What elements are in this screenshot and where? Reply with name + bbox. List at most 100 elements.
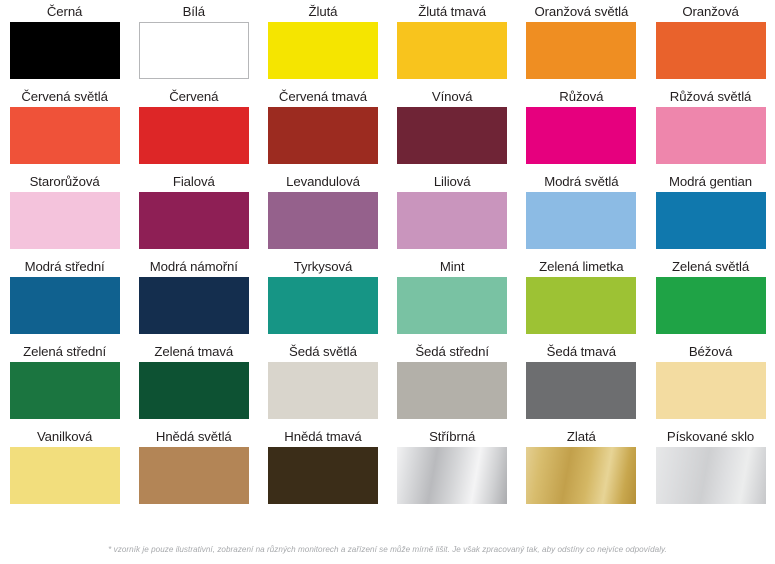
swatch-label: Šedá tmavá — [546, 344, 617, 359]
swatch-color-chip[interactable] — [9, 107, 120, 164]
swatch-label: Červená — [169, 89, 219, 104]
swatch-label: Zelená tmavá — [154, 344, 234, 359]
swatch-label: Vínová — [431, 89, 473, 104]
swatch-label: Zelená světlá — [671, 259, 750, 274]
swatch-cell[interactable]: Růžová — [517, 87, 646, 172]
swatch-cell[interactable]: Žlutá tmavá — [388, 2, 517, 87]
swatch-cell[interactable]: Červená — [129, 87, 258, 172]
swatch-color-chip[interactable] — [9, 277, 120, 334]
swatch-cell[interactable]: Modrá námořní — [129, 257, 258, 342]
swatch-cell[interactable]: Šedá střední — [388, 342, 517, 427]
swatch-label: Žlutá tmavá — [418, 4, 487, 19]
swatch-color-chip[interactable] — [138, 447, 249, 504]
swatch-cell[interactable]: Šedá tmavá — [517, 342, 646, 427]
swatch-cell[interactable]: Liliová — [388, 172, 517, 257]
swatch-label: Hnědá tmavá — [284, 429, 362, 444]
swatch-cell[interactable]: Černá — [0, 2, 129, 87]
swatch-color-chip[interactable] — [9, 192, 120, 249]
swatch-color-chip[interactable] — [397, 107, 508, 164]
swatch-cell[interactable]: Tyrkysová — [258, 257, 387, 342]
footer-disclaimer: * vzorník je pouze ilustrativní, zobraze… — [108, 545, 667, 554]
swatch-cell[interactable]: Zelená střední — [0, 342, 129, 427]
swatch-color-chip[interactable] — [397, 447, 508, 504]
swatch-cell[interactable]: Fialová — [129, 172, 258, 257]
swatch-color-chip[interactable] — [267, 107, 378, 164]
swatch-label: Červená světlá — [21, 89, 108, 104]
swatch-cell[interactable]: Růžová světlá — [646, 87, 775, 172]
swatch-cell[interactable]: Vanilková — [0, 427, 129, 512]
swatch-color-chip[interactable] — [526, 447, 637, 504]
swatch-cell[interactable]: Mint — [388, 257, 517, 342]
swatch-color-chip[interactable] — [138, 362, 249, 419]
swatch-cell[interactable]: Béžová — [646, 342, 775, 427]
swatch-cell[interactable]: Modrá gentian — [646, 172, 775, 257]
swatch-label: Oranžová — [682, 4, 739, 19]
swatch-cell[interactable]: Šedá světlá — [258, 342, 387, 427]
swatch-label: Modrá střední — [24, 259, 105, 274]
swatch-label: Růžová — [559, 89, 604, 104]
swatch-cell[interactable]: Zelená světlá — [646, 257, 775, 342]
swatch-cell[interactable]: Stříbrná — [388, 427, 517, 512]
swatch-label: Stříbrná — [429, 429, 476, 444]
swatch-color-chip[interactable] — [397, 192, 508, 249]
swatch-label: Levandulová — [286, 174, 360, 189]
swatch-cell[interactable]: Modrá světlá — [517, 172, 646, 257]
swatch-cell[interactable]: Oranžová světlá — [517, 2, 646, 87]
swatch-color-chip[interactable] — [267, 22, 378, 79]
swatch-color-chip[interactable] — [267, 277, 378, 334]
swatch-cell[interactable]: Zlatá — [517, 427, 646, 512]
swatch-label: Zelená limetka — [539, 259, 624, 274]
swatch-color-chip[interactable] — [267, 192, 378, 249]
swatch-cell[interactable]: Žlutá — [258, 2, 387, 87]
swatch-cell[interactable]: Zelená limetka — [517, 257, 646, 342]
swatch-label: Modrá gentian — [669, 174, 753, 189]
swatch-cell[interactable]: Bílá — [129, 2, 258, 87]
swatch-label: Zlatá — [566, 429, 596, 444]
swatch-color-chip[interactable] — [526, 362, 637, 419]
swatch-color-chip[interactable] — [655, 107, 766, 164]
swatch-cell[interactable]: Vínová — [388, 87, 517, 172]
swatch-color-chip[interactable] — [138, 192, 249, 249]
swatch-color-chip[interactable] — [9, 447, 120, 504]
swatch-cell[interactable]: Hnědá světlá — [129, 427, 258, 512]
swatch-color-chip[interactable] — [526, 22, 637, 79]
swatch-cell[interactable]: Zelená tmavá — [129, 342, 258, 427]
swatch-label: Šedá střední — [415, 344, 489, 359]
swatch-label: Žlutá — [308, 4, 338, 19]
swatch-color-chip[interactable] — [138, 277, 249, 334]
swatch-color-chip[interactable] — [655, 362, 766, 419]
swatch-color-chip[interactable] — [267, 447, 378, 504]
swatch-color-chip[interactable] — [9, 22, 120, 79]
swatch-color-chip[interactable] — [655, 447, 766, 504]
swatch-label: Tyrkysová — [293, 259, 353, 274]
swatch-color-chip[interactable] — [9, 362, 120, 419]
swatch-cell[interactable]: Modrá střední — [0, 257, 129, 342]
swatch-color-chip[interactable] — [655, 22, 766, 79]
swatch-cell[interactable]: Oranžová — [646, 2, 775, 87]
swatch-label: Hnědá světlá — [155, 429, 232, 444]
swatch-cell[interactable]: Levandulová — [258, 172, 387, 257]
swatch-color-chip[interactable] — [655, 192, 766, 249]
swatch-color-chip[interactable] — [397, 22, 508, 79]
swatch-color-chip[interactable] — [397, 277, 508, 334]
swatch-cell[interactable]: Červená světlá — [0, 87, 129, 172]
swatch-cell[interactable]: Starorůžová — [0, 172, 129, 257]
swatch-color-chip[interactable] — [138, 107, 249, 164]
swatch-color-chip[interactable] — [526, 277, 637, 334]
swatch-color-chip[interactable] — [397, 362, 508, 419]
swatch-label: Béžová — [688, 344, 733, 359]
swatch-color-chip[interactable] — [655, 277, 766, 334]
swatch-color-chip[interactable] — [267, 362, 378, 419]
swatch-cell[interactable]: Pískované sklo — [646, 427, 775, 512]
swatch-color-chip[interactable] — [526, 192, 637, 249]
swatch-label: Vanilková — [36, 429, 93, 444]
swatch-color-chip[interactable] — [138, 22, 249, 79]
swatch-cell[interactable]: Červená tmavá — [258, 87, 387, 172]
swatch-label: Šedá světlá — [289, 344, 357, 359]
swatch-label: Bílá — [182, 4, 205, 19]
swatch-color-chip[interactable] — [526, 107, 637, 164]
swatch-cell[interactable]: Hnědá tmavá — [258, 427, 387, 512]
swatch-label: Růžová světlá — [669, 89, 752, 104]
